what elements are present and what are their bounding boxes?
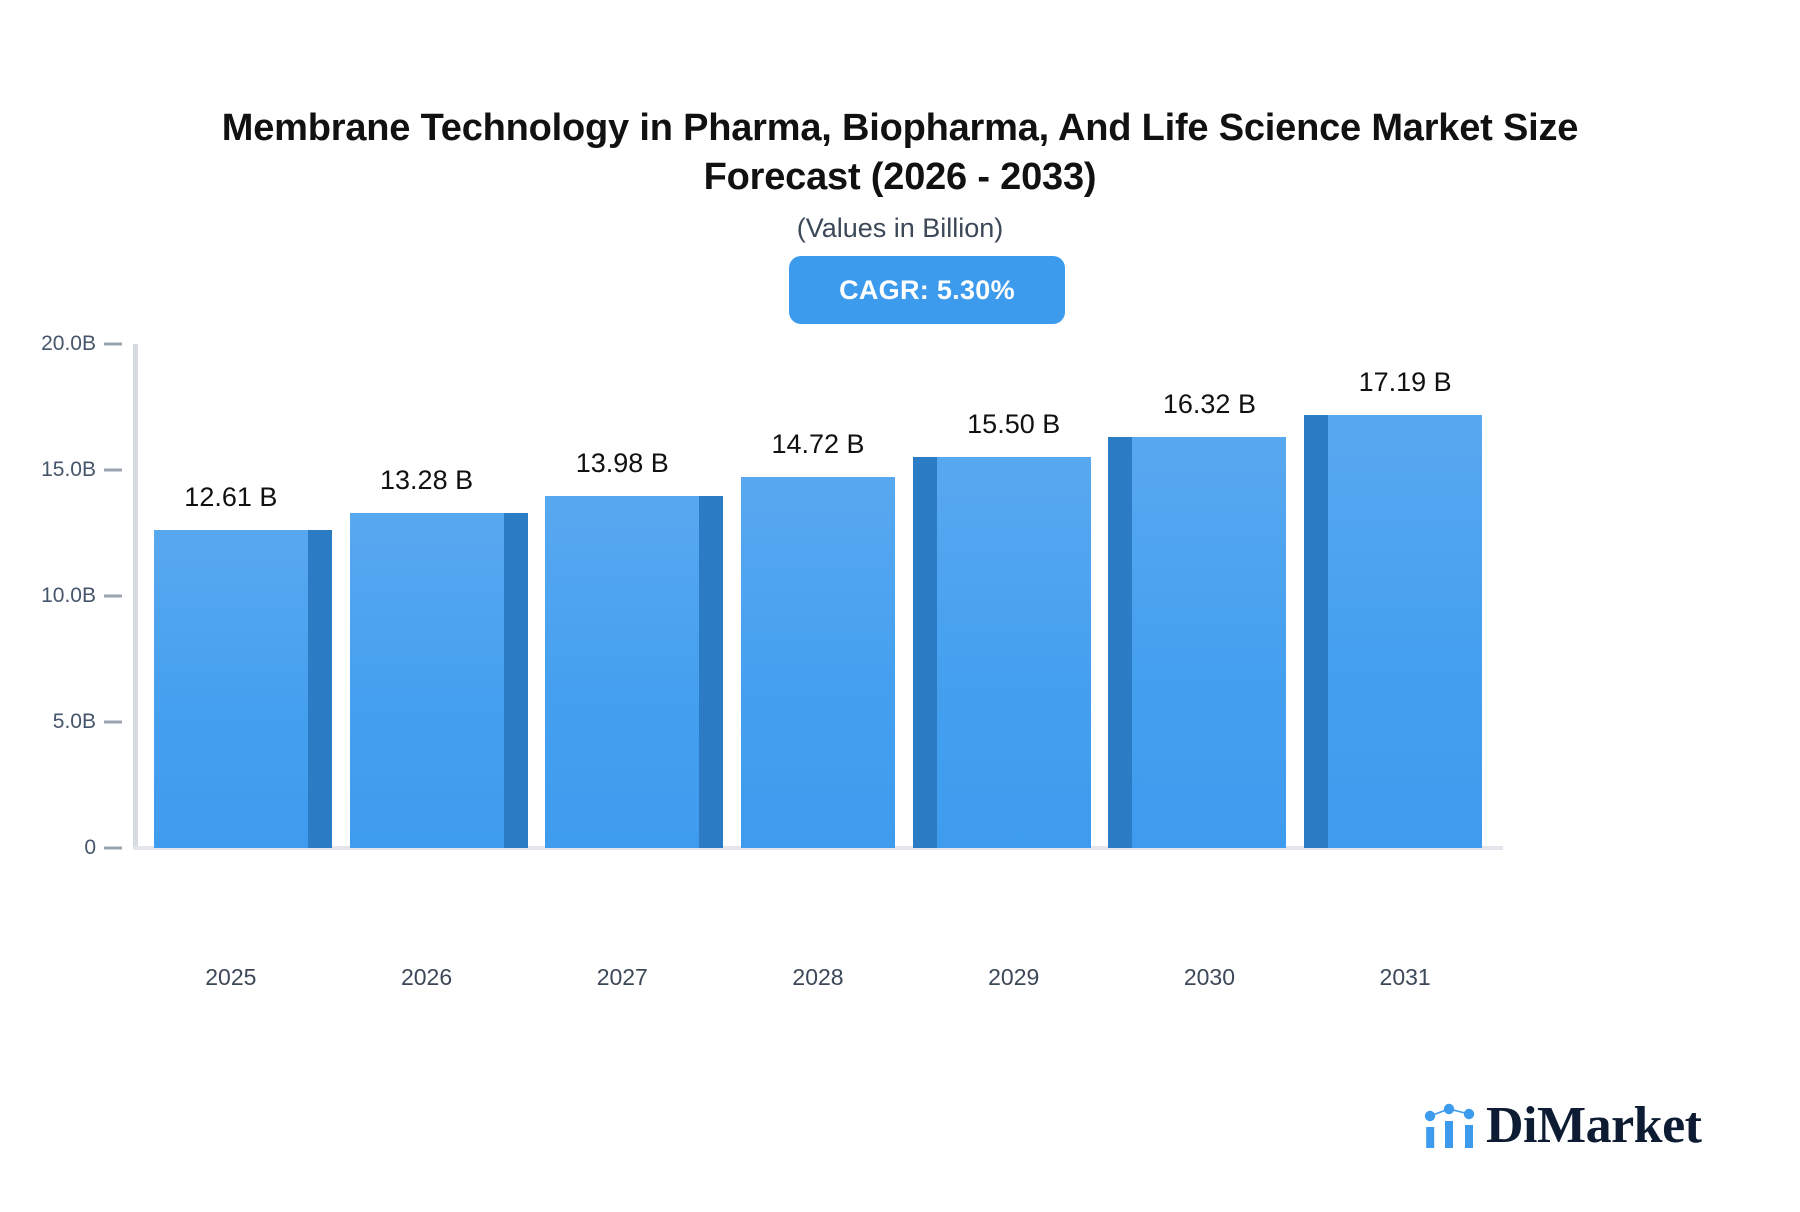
chart-subtitle: (Values in Billion) [796, 213, 1004, 244]
bar-front-face [1132, 436, 1287, 848]
x-axis-tick-label: 2025 [205, 964, 257, 990]
bar-2029 [912, 457, 1091, 848]
title-block: Membrane Technology in Pharma, Biopharma… [0, 104, 1800, 244]
y-axis-tick-mark [104, 342, 122, 346]
y-axis-tick-mark [104, 846, 122, 850]
bar-2026 [349, 513, 528, 848]
y-axis-tick-label: 10.0B [41, 584, 96, 607]
bar-2027 [545, 495, 724, 848]
page-title: Membrane Technology in Pharma, Biopharma… [221, 107, 1579, 198]
bar-side-face [503, 513, 528, 848]
bar-2028 [741, 477, 895, 848]
bar-front-face [545, 495, 700, 848]
bar-top-face [1108, 436, 1133, 451]
bar-value-label: 16.32 B [1162, 388, 1256, 419]
x-axis-tick-label: 2026 [400, 964, 453, 990]
cagr-badge: CAGR: 5.30% [789, 256, 1065, 324]
bar-value-label: 17.19 B [1358, 366, 1452, 397]
y-axis-tick-mark [104, 468, 122, 472]
bar-side-face [912, 457, 937, 848]
y-axis-tick-mark [104, 594, 122, 598]
y-axis-tick-label: 0 [84, 836, 96, 859]
bar-value-label: 14.72 B [771, 429, 865, 460]
bar-top-face [1304, 414, 1329, 429]
x-axis-tick-label: 2029 [988, 964, 1040, 990]
y-axis-tick-label: 5.0B [52, 710, 96, 733]
bar-value-label: 15.50 B [967, 409, 1061, 440]
logo-text: DiMarket [1486, 1097, 1702, 1154]
dimarket-logo: DiMarket [1424, 1097, 1702, 1154]
bar-front-face [1328, 414, 1483, 848]
bar-chart-icon [1424, 1103, 1475, 1148]
bar-front-face [153, 530, 308, 848]
bar-value-label: 13.28 B [380, 465, 474, 496]
bar-value-label: 13.98 B [575, 447, 669, 478]
bar-top-face [699, 495, 724, 510]
bar-value-label: 12.61 B [184, 482, 278, 513]
y-axis-tick-mark [104, 720, 122, 724]
bar-side-face [1108, 436, 1133, 848]
bar-front-face [349, 513, 504, 848]
bar-side-face [1304, 414, 1329, 848]
x-axis-tick-label: 2027 [596, 964, 648, 990]
bar-2031 [1304, 414, 1483, 848]
bar-front-face [936, 457, 1091, 848]
bar-2030 [1108, 436, 1287, 848]
bar-top-face [503, 513, 528, 528]
bar-front-face [741, 477, 895, 848]
x-axis-tick-label: 2031 [1379, 964, 1431, 990]
bar-top-face [307, 530, 332, 545]
y-axis-tick-label: 20.0B [41, 332, 96, 355]
bar-2025 [153, 530, 332, 848]
bar-side-face [699, 495, 724, 848]
y-axis-tick-label: 15.0B [41, 458, 96, 481]
bar-top-face [912, 457, 937, 472]
x-axis-tick-label: 2030 [1183, 964, 1235, 990]
bar-side-face [307, 530, 332, 848]
y-axis-line [133, 344, 138, 850]
x-axis-line [133, 846, 1503, 850]
x-axis-tick-label: 2028 [792, 964, 844, 990]
